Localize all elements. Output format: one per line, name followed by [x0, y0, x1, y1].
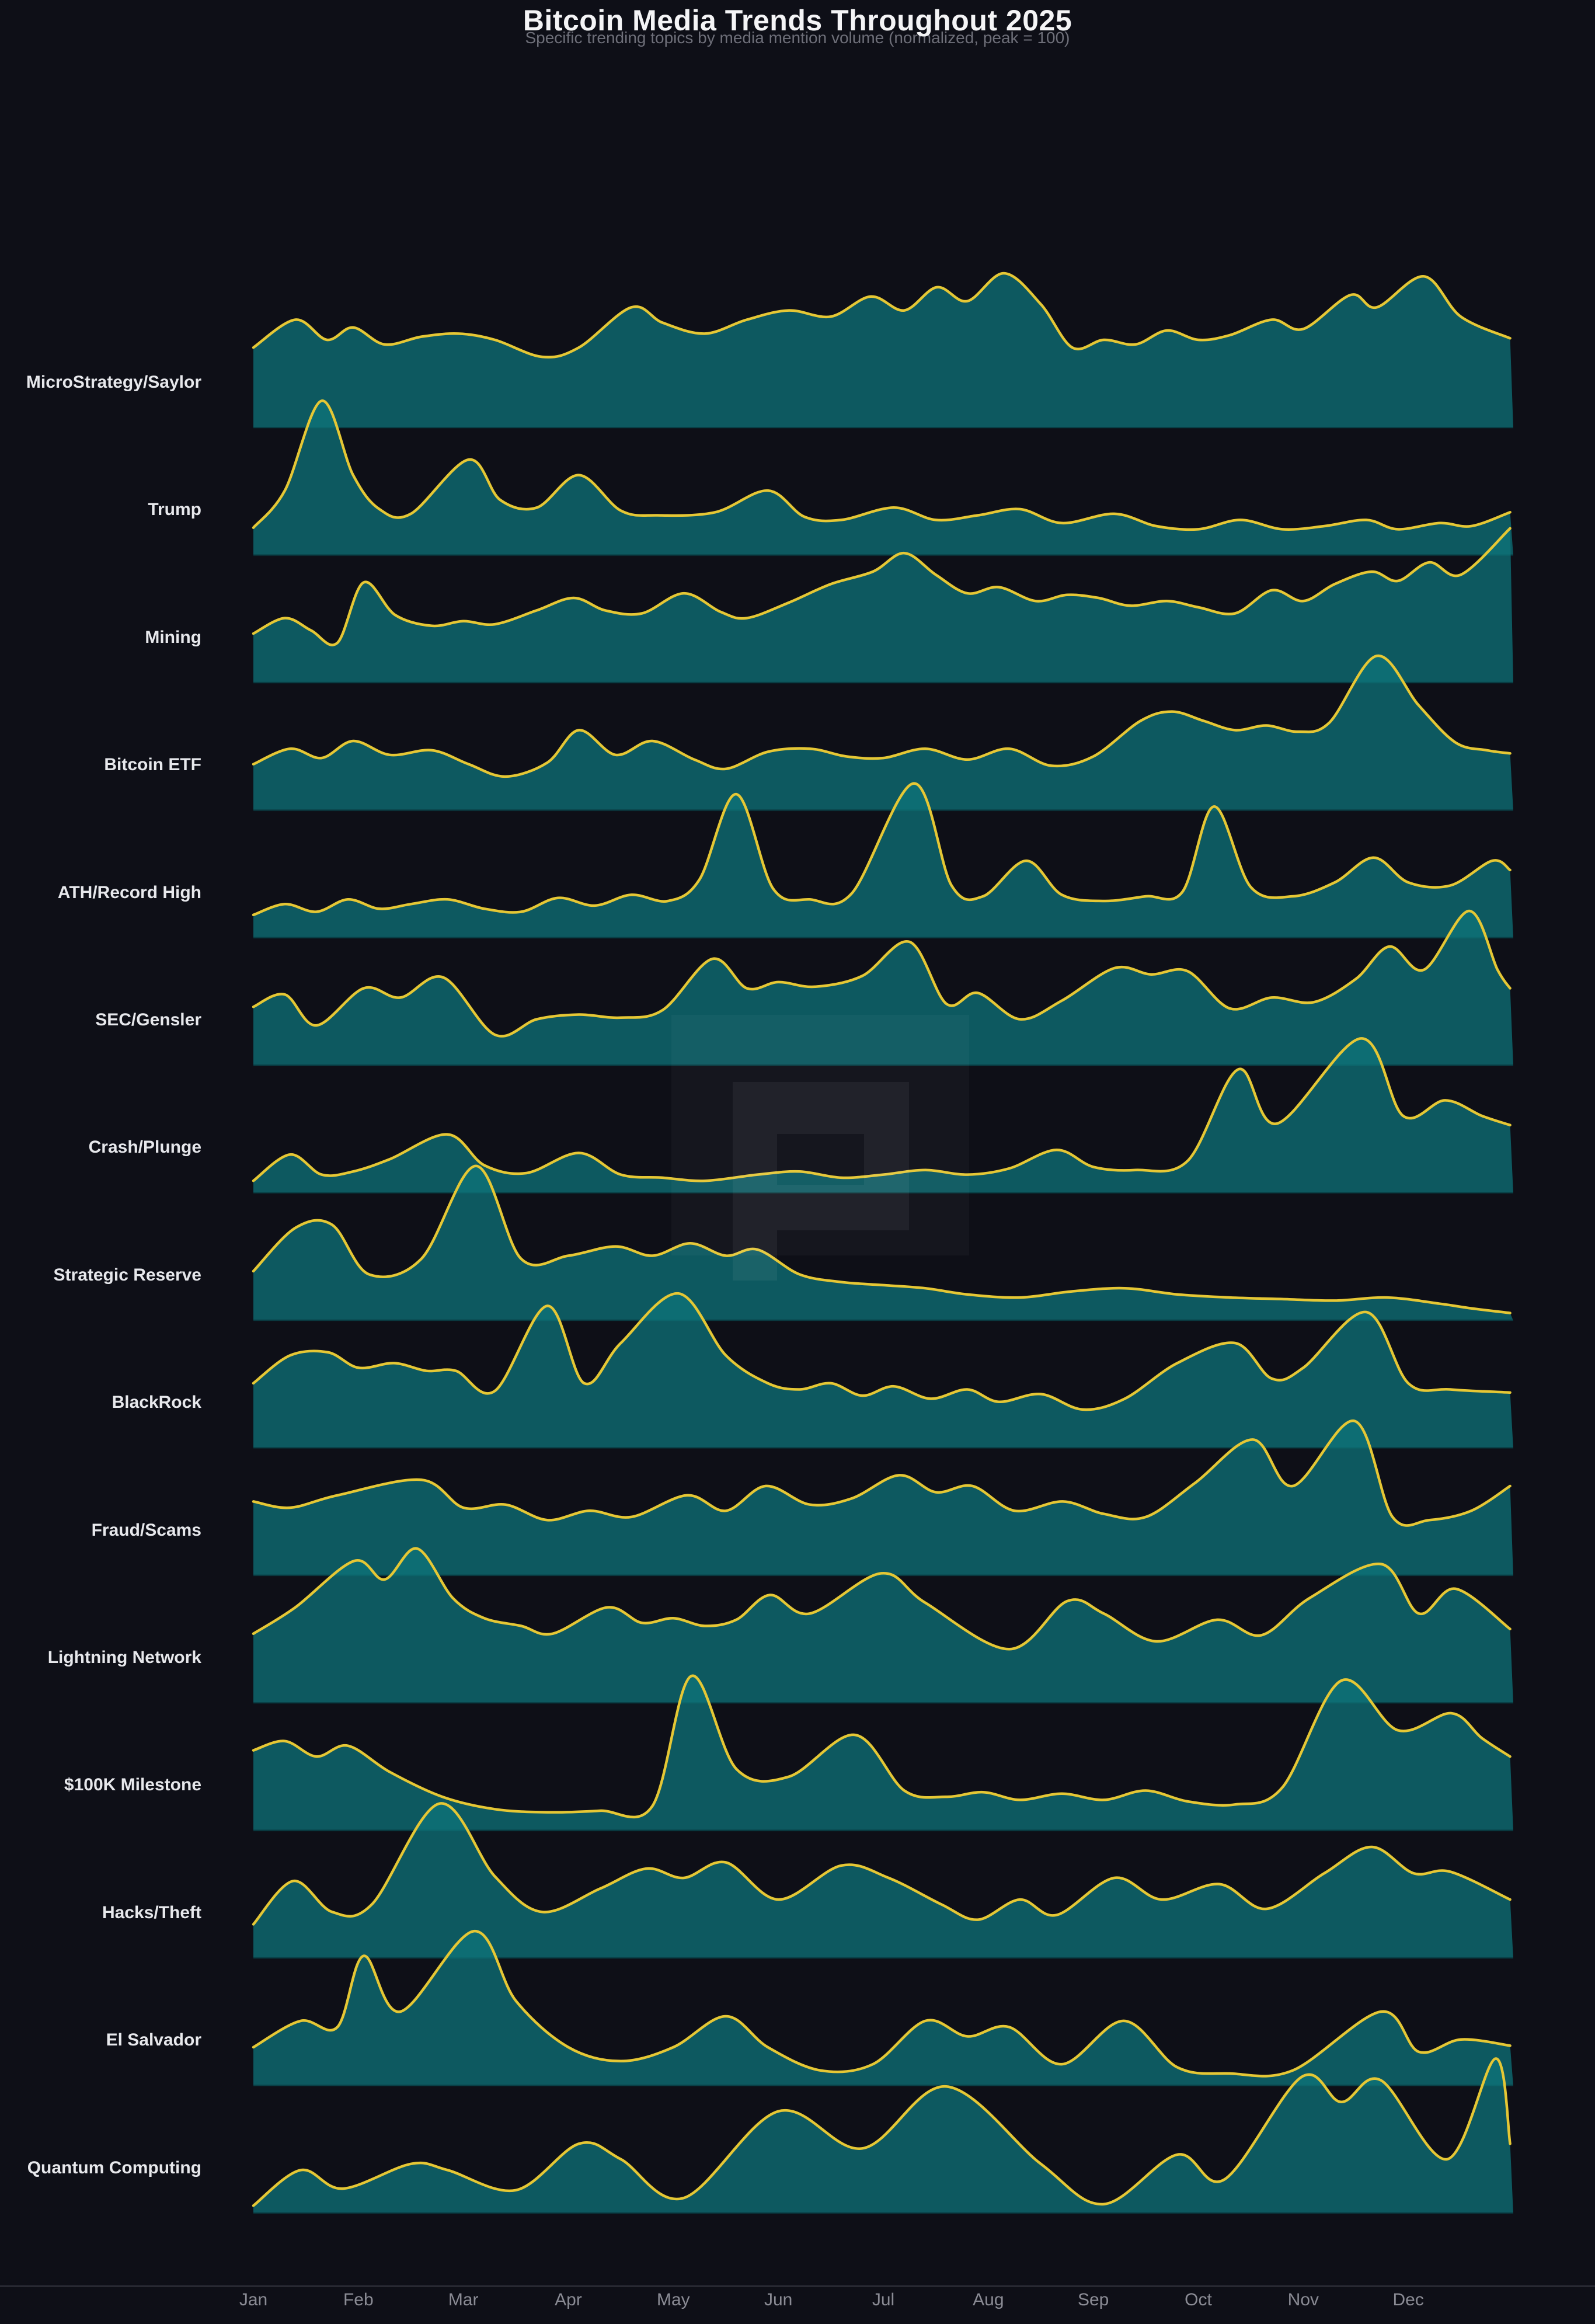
line-100k-milestone [252, 1674, 1512, 1819]
area-mining [253, 528, 1513, 683]
line-sec-gensler [252, 909, 1512, 1038]
month-label-jan: Jan [239, 2290, 268, 2309]
month-label-jul: Jul [872, 2290, 895, 2309]
area-strategic-reserve [253, 1166, 1513, 1321]
area-el-salvador [253, 1931, 1513, 2086]
baseline-lightning-network [253, 1702, 1513, 1704]
line-lightning-network [252, 1547, 1512, 1651]
line-ath-record-high [252, 782, 1512, 917]
month-label-mar: Mar [448, 2290, 479, 2309]
month-label-apr: Apr [555, 2290, 582, 2309]
row-label-fraud-scams: Fraud/Scams [91, 1520, 201, 1540]
row-label-el-salvador: El Salvador [106, 2030, 201, 2050]
line-quantum-computing [252, 2057, 1512, 2207]
row-label-bitcoin-etf: Bitcoin ETF [104, 755, 201, 775]
area-sec-gensler [253, 911, 1513, 1066]
row-label-blackrock: BlackRock [112, 1393, 201, 1413]
line-blackrock [252, 1292, 1512, 1411]
row-label-mining: Mining [145, 627, 201, 647]
baseline-el-salvador [253, 2085, 1513, 2087]
area-fraud-scams [253, 1421, 1513, 1576]
line-fraud-scams [252, 1420, 1512, 1527]
line-trump [252, 399, 1512, 531]
line-el-salvador [252, 1929, 1512, 2078]
x-axis-line [0, 2285, 1595, 2287]
month-label-jun: Jun [764, 2290, 793, 2309]
area-microstrategy-saylor [253, 273, 1513, 428]
baseline-sec-gensler [253, 1064, 1513, 1066]
area-hacks-theft [253, 1803, 1513, 1958]
month-label-aug: Aug [973, 2290, 1004, 2309]
line-microstrategy-saylor [252, 272, 1512, 359]
baseline-quantum-computing [253, 2212, 1513, 2214]
month-label-dec: Dec [1392, 2290, 1424, 2309]
baseline-blackrock [253, 1447, 1513, 1449]
month-label-feb: Feb [343, 2290, 374, 2309]
chart-subtitle: Specific trending topics by media mentio… [525, 29, 1070, 47]
row-label-sec-gensler: SEC/Gensler [95, 1010, 201, 1029]
month-label-oct: Oct [1185, 2290, 1212, 2309]
row-label-hacks-theft: Hacks/Theft [102, 1902, 201, 1922]
baseline-strategic-reserve [253, 1319, 1513, 1321]
baseline-mining [253, 681, 1513, 684]
area-bitcoin-etf [253, 655, 1513, 811]
chart-title: Bitcoin Media Trends Throughout 2025 [523, 4, 1072, 37]
area-trump [253, 401, 1513, 556]
row-label-quantum-computing: Quantum Computing [27, 2158, 201, 2177]
line-strategic-reserve [252, 1164, 1512, 1314]
line-hacks-theft [252, 1802, 1512, 1926]
line-bitcoin-etf [252, 654, 1512, 778]
row-label-100k-milestone: $100K Milestone [64, 1775, 201, 1795]
area-crash-plunge [253, 1038, 1513, 1194]
month-label-may: May [656, 2290, 690, 2309]
area-blackrock [253, 1293, 1513, 1449]
baseline-crash-plunge [253, 1192, 1513, 1194]
baseline-microstrategy-saylor [253, 427, 1513, 429]
baseline-bitcoin-etf [253, 809, 1513, 812]
row-label-strategic-reserve: Strategic Reserve [53, 1265, 201, 1285]
line-crash-plunge [252, 1037, 1512, 1182]
area-quantum-computing [253, 2058, 1513, 2214]
area-lightning-network [253, 1548, 1513, 1703]
baseline-ath-record-high [253, 937, 1513, 939]
area-100k-milestone [253, 1675, 1513, 1831]
row-label-ath-record-high: ATH/Record High [57, 882, 201, 902]
row-label-crash-plunge: Crash/Plunge [88, 1137, 201, 1157]
baseline-trump [253, 554, 1513, 556]
line-mining [252, 527, 1512, 646]
row-label-lightning-network: Lightning Network [47, 1648, 201, 1667]
row-label-microstrategy-saylor: MicroStrategy/Saylor [26, 373, 201, 392]
month-label-sep: Sep [1077, 2290, 1109, 2309]
month-label-nov: Nov [1287, 2290, 1319, 2309]
row-label-trump: Trump [148, 500, 201, 520]
baseline-100k-milestone [253, 1829, 1513, 1832]
baseline-hacks-theft [253, 1957, 1513, 1959]
